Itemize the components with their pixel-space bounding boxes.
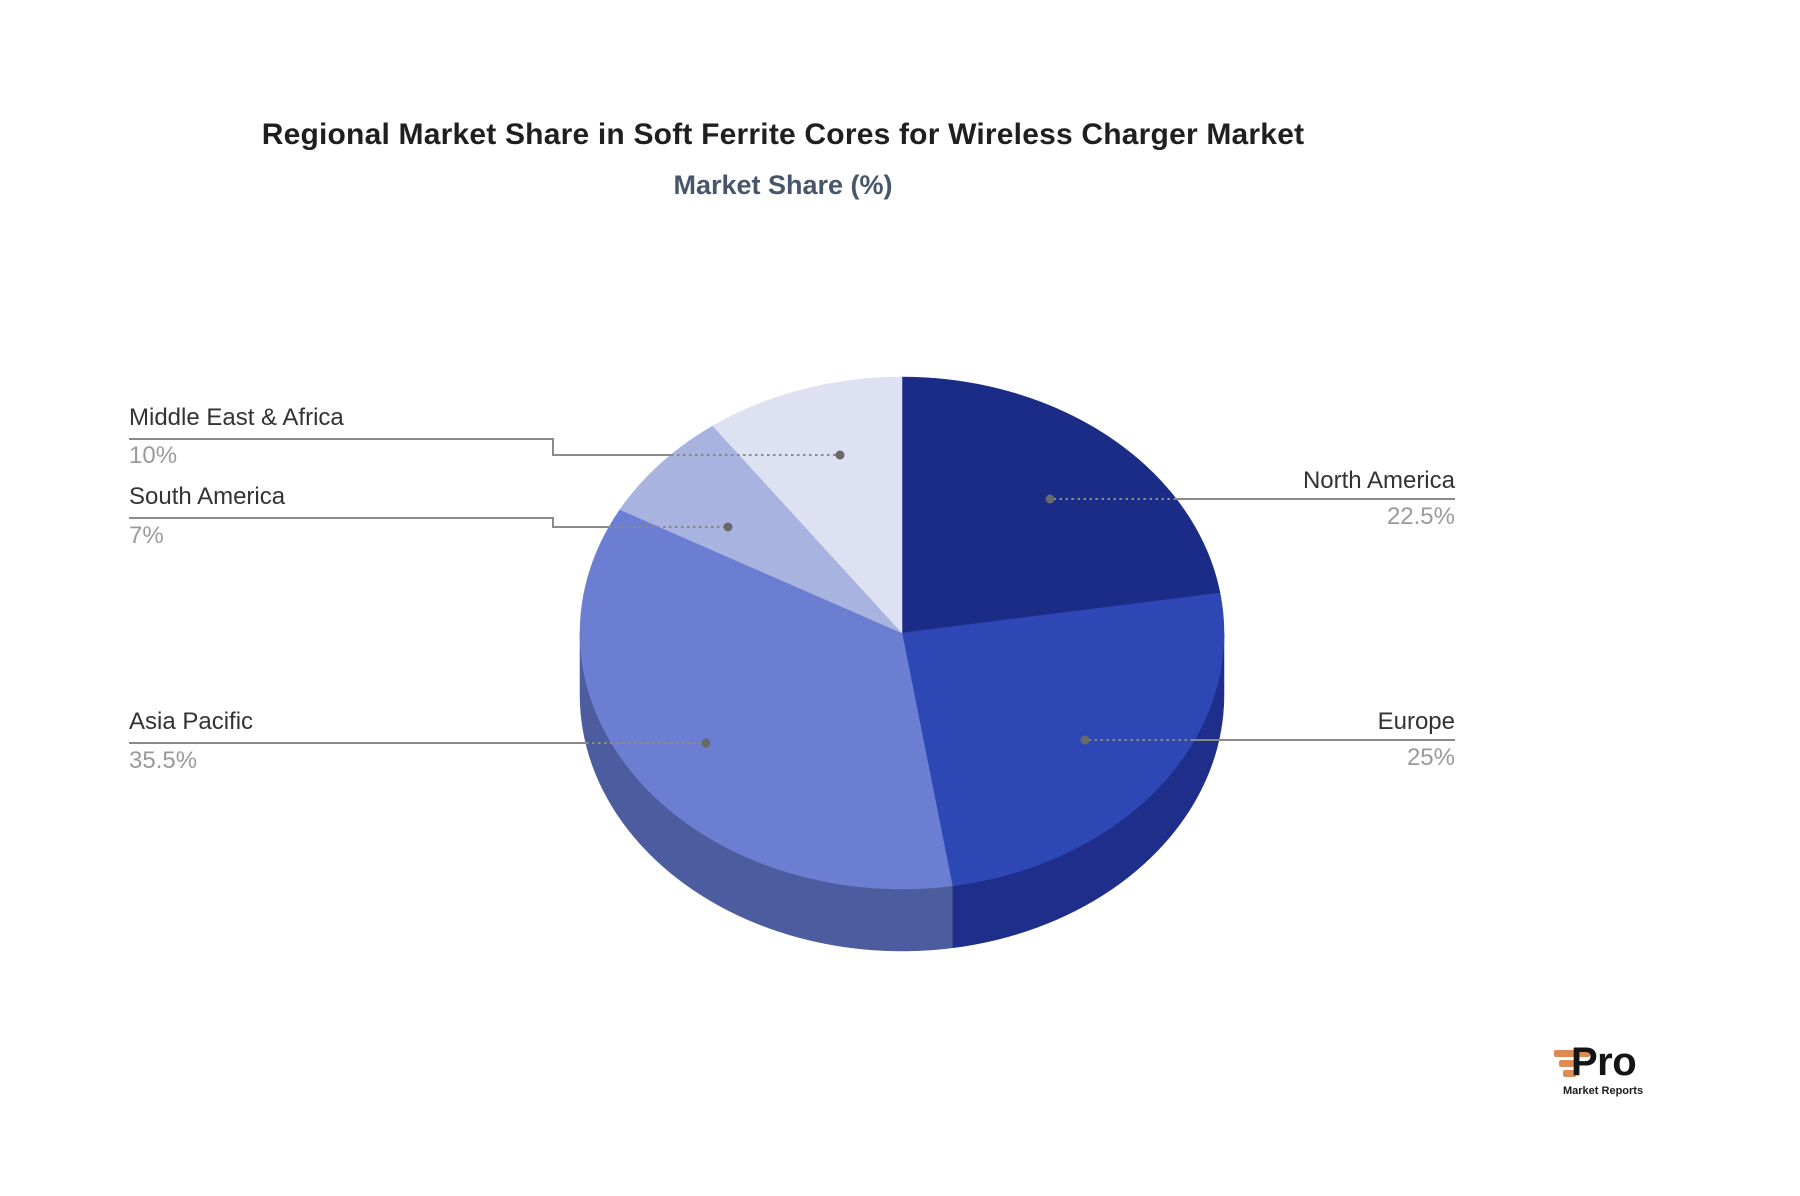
- callout-dot-north-america: [1045, 494, 1055, 504]
- slice-label-south-america: South America: [129, 483, 286, 510]
- slice-label-north-america: North America: [1302, 467, 1455, 494]
- callout-line-middle-east-africa: [129, 438, 671, 456]
- slice-label-middle-east-africa: Middle East & Africa: [129, 404, 344, 431]
- slice-value-asia-pacific: 35.5%: [129, 747, 198, 774]
- logo-bars-icon: [1554, 1050, 1590, 1057]
- chart-title: Regional Market Share in Soft Ferrite Co…: [261, 118, 1305, 151]
- chart-subtitle: Market Share (%): [673, 170, 893, 200]
- pie-slice-europe[interactable]: [901, 592, 1225, 887]
- slice-value-middle-east-africa: 10%: [129, 442, 178, 469]
- slice-value-north-america: 22.5%: [1386, 503, 1455, 530]
- callout-line-south-america: [129, 517, 609, 528]
- slice-label-asia-pacific: Asia Pacific: [129, 708, 254, 735]
- slice-label-europe: Europe: [1377, 708, 1455, 735]
- callout-dot-south-america: [723, 522, 733, 532]
- pie-slice-middle-east-africa[interactable]: [712, 376, 903, 634]
- pie-slice-north-america[interactable]: [901, 376, 1221, 634]
- pie-slice-asia-pacific[interactable]: [579, 509, 953, 890]
- logo-bars-icon: [1563, 1070, 1576, 1077]
- callout-dot-asia-pacific: [701, 738, 711, 748]
- slice-value-south-america: 7%: [129, 522, 164, 549]
- callout-dot-europe: [1080, 735, 1090, 745]
- logo-bars-icon: [1559, 1060, 1576, 1067]
- logo-name: Pro: [1571, 1040, 1637, 1084]
- chart-header: Regional Market Share in Soft Ferrite Co…: [0, 0, 1566, 201]
- callout-dot-middle-east-africa: [835, 450, 845, 460]
- logo[interactable]: Pro Market Reports: [1552, 1040, 1662, 1104]
- slice-value-europe: 25%: [1406, 744, 1455, 771]
- logo-subtext: Market Reports: [1563, 1085, 1644, 1097]
- pie-slice-south-america[interactable]: [619, 425, 903, 634]
